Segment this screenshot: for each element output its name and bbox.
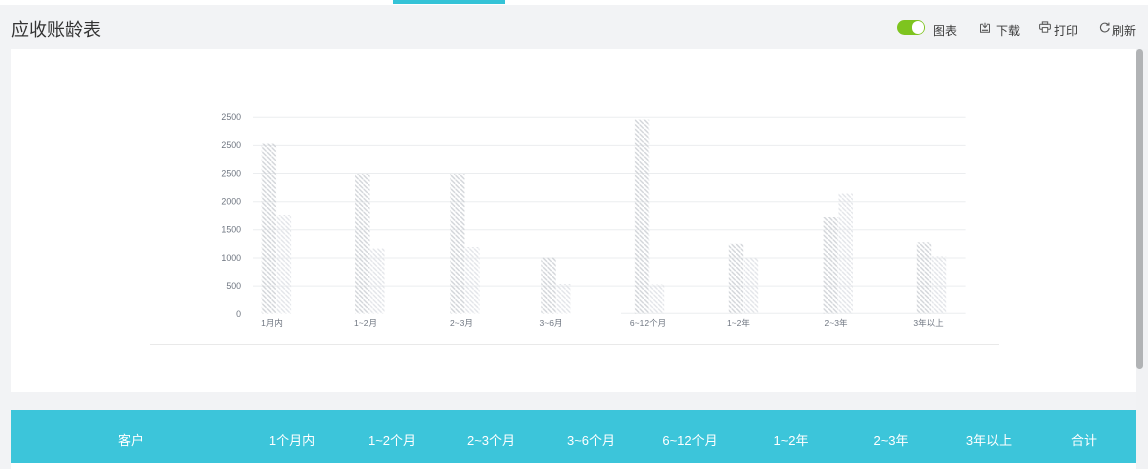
svg-text:6~12个月: 6~12个月 [630,318,666,328]
svg-text:2~3年: 2~3年 [825,318,848,328]
svg-text:3年以上: 3年以上 [913,318,944,328]
svg-text:2~3月: 2~3月 [450,318,473,328]
svg-text:0: 0 [236,309,241,319]
svg-text:3~6月: 3~6月 [540,318,563,328]
svg-text:1月内: 1月内 [261,318,283,328]
svg-text:1~2年: 1~2年 [727,318,750,328]
svg-text:500: 500 [226,281,241,291]
svg-text:1~2月: 1~2月 [354,318,377,328]
svg-text:2500: 2500 [221,168,241,178]
svg-text:1000: 1000 [221,253,241,263]
svg-text:1500: 1500 [221,225,241,235]
svg-text:2000: 2000 [221,197,241,207]
svg-text:2500: 2500 [221,112,241,122]
svg-text:2500: 2500 [221,140,241,150]
